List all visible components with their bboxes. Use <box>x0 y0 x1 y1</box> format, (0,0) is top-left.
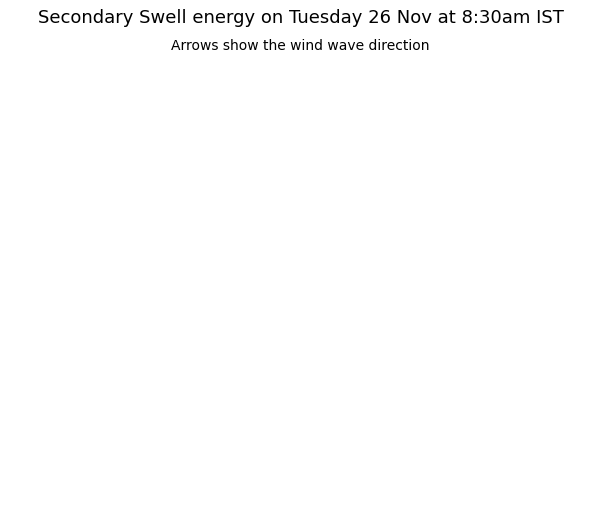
Text: Arrows show the wind wave direction: Arrows show the wind wave direction <box>171 39 430 53</box>
Text: Secondary Swell energy on Tuesday 26 Nov at 8:30am IST: Secondary Swell energy on Tuesday 26 Nov… <box>37 9 564 28</box>
